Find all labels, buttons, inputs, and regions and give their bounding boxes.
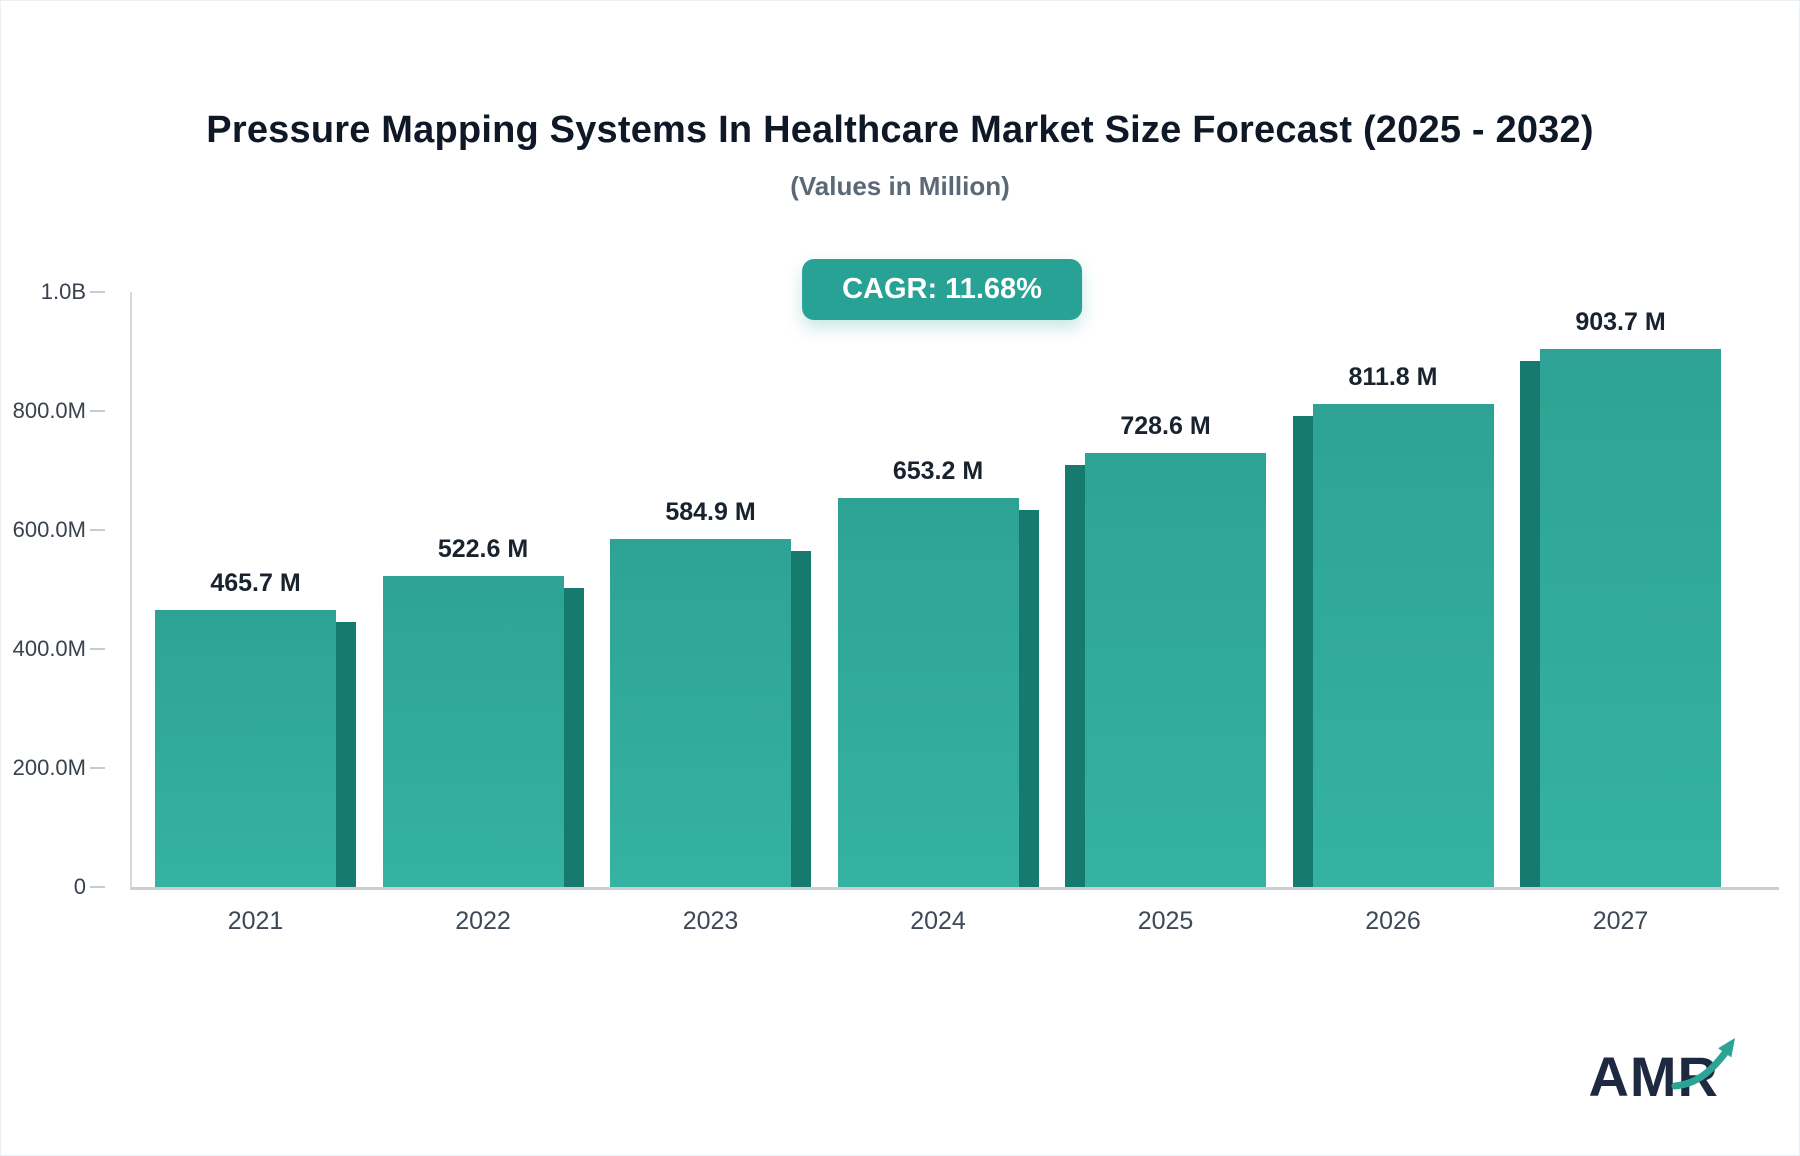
bar-value-label: 653.2 M bbox=[892, 457, 984, 486]
y-tick-mark bbox=[90, 886, 105, 888]
bar-side-face bbox=[1520, 361, 1540, 887]
bar-side-face bbox=[1292, 415, 1313, 887]
bar-front-face bbox=[382, 576, 564, 887]
x-axis-label: 2025 bbox=[1137, 907, 1194, 935]
bar-value-label: 728.6 M bbox=[1120, 412, 1211, 441]
bar-front-face bbox=[1312, 403, 1494, 887]
bar-side-face bbox=[791, 551, 811, 887]
bar-front-face bbox=[155, 609, 336, 887]
bar: 728.6 M 2025 bbox=[1065, 412, 1266, 935]
bar-value-label: 811.8 M bbox=[1348, 362, 1438, 391]
bar-side-face bbox=[563, 588, 584, 887]
x-axis-label: 2022 bbox=[455, 907, 511, 935]
growth-arrow-icon bbox=[1671, 1038, 1735, 1090]
bar: 584.9 M 2023 bbox=[610, 498, 811, 935]
y-tick-label: 400.0M bbox=[12, 636, 86, 661]
bar-front-face bbox=[1540, 349, 1721, 887]
bar-value-label: 522.6 M bbox=[437, 535, 529, 564]
cagr-badge: CAGR: 11.68% bbox=[802, 259, 1082, 320]
brand-logo: AMR bbox=[1588, 1038, 1735, 1109]
y-tick-mark bbox=[90, 410, 105, 412]
y-tick-label: 800.0M bbox=[12, 398, 86, 423]
bar-value-label: 903.7 M bbox=[1575, 308, 1666, 337]
y-tick-label: 0 bbox=[73, 874, 86, 899]
chart-title: Pressure Mapping Systems In Healthcare M… bbox=[206, 109, 1594, 151]
bar: 653.2 M 2024 bbox=[837, 457, 1039, 935]
bar-side-face bbox=[1018, 510, 1039, 887]
bar-value-label: 584.9 M bbox=[665, 498, 756, 526]
bar-value-label: 465.7 M bbox=[210, 568, 301, 597]
bar: 811.8 M 2026 bbox=[1292, 363, 1494, 935]
bar-side-face bbox=[336, 621, 356, 887]
y-tick-mark bbox=[90, 291, 105, 293]
bars: 465.7 M 2021 522.6 M 2022 584.9 M 2023 653.2 M… bbox=[132, 292, 1779, 935]
bar-side-face bbox=[1065, 465, 1085, 887]
y-tick-label: 600.0M bbox=[12, 517, 86, 542]
y-tick-label: 200.0M bbox=[12, 755, 86, 780]
chart-subtitle: (Values in Million) bbox=[790, 171, 1010, 201]
bar-front-face bbox=[837, 498, 1019, 887]
bar: 903.7 M 2027 bbox=[1520, 308, 1721, 935]
y-tick-mark bbox=[90, 529, 105, 531]
plot-area: 1.0B 800.0M 600.0M 400.0M 200.0M 0 465.7 M 202… bbox=[13, 279, 1779, 935]
y-tick-mark bbox=[90, 767, 105, 769]
bar: 465.7 M 2021 bbox=[155, 569, 356, 935]
bar-front-face bbox=[1085, 453, 1266, 887]
x-axis-label: 2024 bbox=[910, 907, 966, 935]
bar: 522.6 M 2022 bbox=[382, 535, 584, 935]
x-axis-label: 2027 bbox=[1592, 907, 1649, 935]
x-axis-label: 2023 bbox=[682, 907, 739, 935]
x-axis-label: 2021 bbox=[227, 907, 284, 935]
y-tick-mark bbox=[90, 648, 105, 650]
x-axis-label: 2026 bbox=[1365, 907, 1421, 935]
bar-front-face bbox=[610, 539, 791, 887]
y-tick-label: 1.0B bbox=[40, 279, 86, 304]
